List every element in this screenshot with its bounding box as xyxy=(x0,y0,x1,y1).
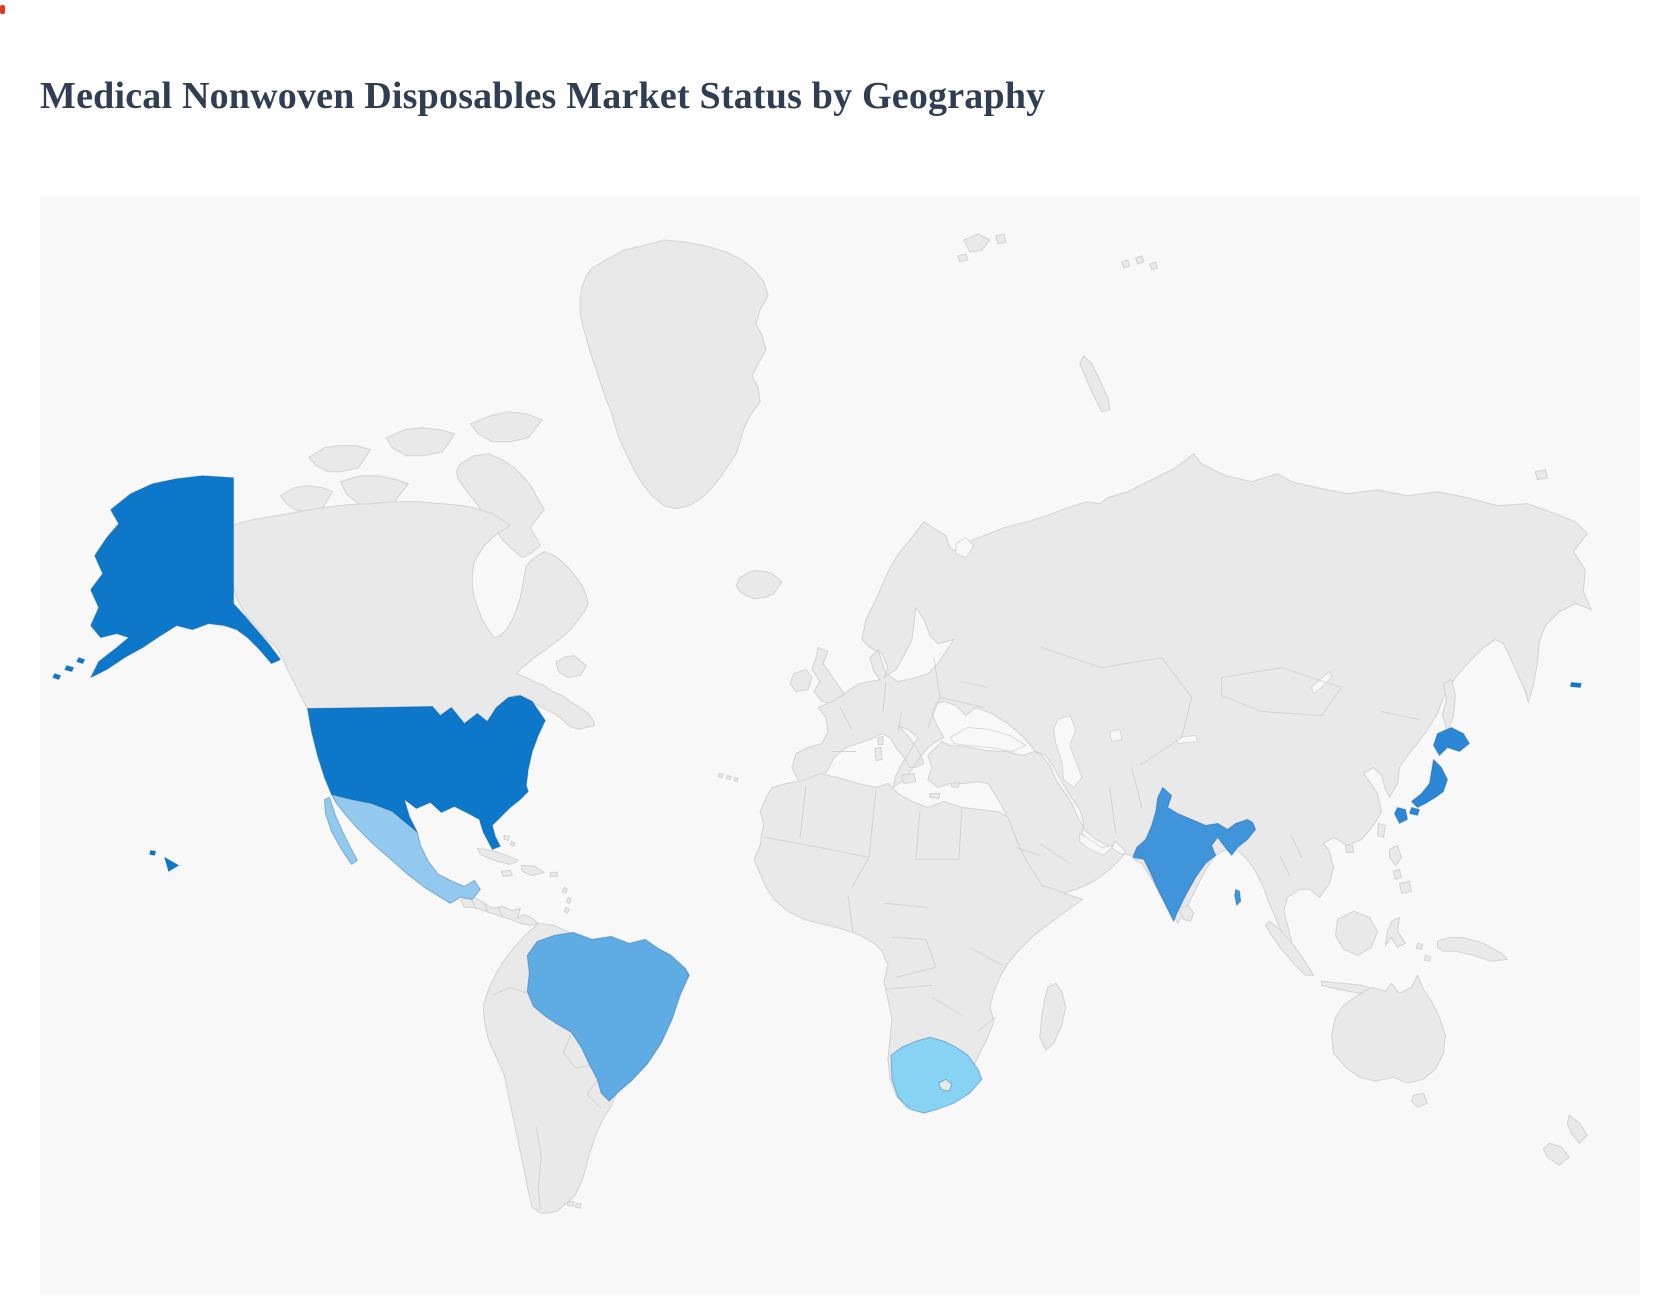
country-new-zealand xyxy=(1542,1114,1588,1166)
islands-novaya-zemlya xyxy=(1079,355,1111,413)
island-hainan xyxy=(1345,844,1355,853)
aral-sea xyxy=(1109,729,1123,742)
island-cyprus xyxy=(950,781,961,788)
island-puerto-rico xyxy=(549,871,558,877)
island-borneo xyxy=(1335,910,1379,956)
island-tasmania xyxy=(1410,1092,1428,1108)
persian-gulf xyxy=(1079,832,1115,856)
country-mexico[interactable] xyxy=(323,793,481,904)
caspian-sea xyxy=(1053,715,1083,789)
island-sardinia xyxy=(874,746,883,761)
island-new-guinea xyxy=(1436,936,1508,962)
country-greenland xyxy=(579,239,769,510)
islands-moluccas xyxy=(1415,942,1431,962)
page-title: Medical Nonwoven Disposables Market Stat… xyxy=(40,75,1046,117)
country-usa-alaska[interactable] xyxy=(90,475,282,679)
country-japan[interactable] xyxy=(1393,727,1470,824)
islands-svalbard xyxy=(957,233,1007,263)
white-sea xyxy=(955,537,975,559)
world-map-panel xyxy=(40,196,1640,1295)
inland-seas xyxy=(949,537,1333,856)
usa-aleutian-islands[interactable] xyxy=(52,657,1582,689)
islands-philippines xyxy=(1389,844,1412,894)
landmass-oceania xyxy=(1331,974,1588,1166)
island-sumatra xyxy=(1265,920,1315,976)
islands-falkland xyxy=(566,1200,582,1209)
world-map xyxy=(52,233,1592,1214)
islands-bahamas xyxy=(503,834,572,914)
country-canada xyxy=(230,501,595,731)
canada-arctic-islands xyxy=(280,411,545,559)
island-crete xyxy=(929,792,941,799)
island-corsica xyxy=(877,736,884,746)
island-madagascar xyxy=(1039,982,1067,1051)
islands-franz-josef xyxy=(1121,255,1159,271)
country-ireland xyxy=(789,669,813,693)
islands-canary xyxy=(717,772,739,782)
island-newfoundland xyxy=(555,655,587,679)
screen-artifact-dot xyxy=(0,5,5,14)
country-australia xyxy=(1331,974,1446,1084)
island-sri-lanka xyxy=(1179,904,1195,922)
lake-baikal xyxy=(1311,670,1333,695)
landmass-north-america xyxy=(230,239,769,731)
usa-hawaii[interactable] xyxy=(149,849,180,872)
country-india[interactable] xyxy=(1132,786,1257,922)
island-sicily xyxy=(901,772,917,784)
country-south-africa[interactable] xyxy=(890,1036,983,1114)
country-usa-mainland[interactable] xyxy=(306,695,546,850)
island-cuba xyxy=(476,847,519,865)
country-brazil[interactable] xyxy=(526,931,690,1102)
black-sea xyxy=(949,727,1027,752)
island-jamaica xyxy=(500,869,513,877)
region-eurasia xyxy=(791,453,1592,960)
island-taiwan xyxy=(1377,822,1387,838)
island-wrangel xyxy=(1534,469,1548,481)
landmass-afro-eurasia xyxy=(717,233,1592,1112)
country-iceland xyxy=(735,570,783,600)
island-sulawesi xyxy=(1385,916,1406,948)
island-sakhalin xyxy=(1441,679,1456,733)
highlighted-countries xyxy=(52,475,1582,1114)
india-andaman-islands[interactable] xyxy=(1234,888,1242,906)
island-hispaniola xyxy=(520,864,545,876)
